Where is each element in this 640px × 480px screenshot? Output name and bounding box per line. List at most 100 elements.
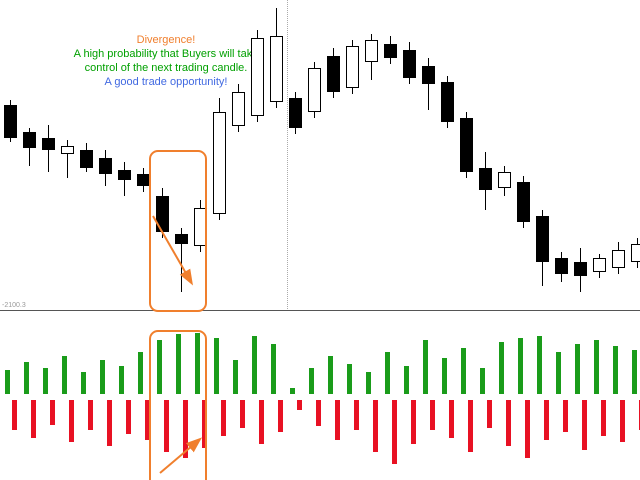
candle-body-bull [593,258,606,272]
histogram-down-bar [620,400,625,442]
histogram-down-bar [506,400,511,446]
histogram-down-bar [582,400,587,450]
histogram-down-bar [107,400,112,446]
histogram-up-bar [62,356,67,394]
histogram-down-bar [601,400,606,436]
candle-body-bull [308,68,321,112]
histogram-up-bar [461,348,466,394]
candle-body-bear [422,66,435,84]
histogram-down-bar [487,400,492,428]
candle-body-bull [270,36,283,102]
histogram-up-bar [43,368,48,394]
histogram-up-bar [309,368,314,394]
histogram-up-bar [328,356,333,394]
histogram-down-bar [430,400,435,430]
histogram-up-bar [499,342,504,394]
histogram-down-bar [126,400,131,434]
histogram-down-bar [316,400,321,426]
dotted-vertical-line [287,0,288,311]
histogram-down-bar [297,400,302,410]
histogram-down-bar [50,400,55,425]
candle-body-bull [213,112,226,214]
candle-body-bear [555,258,568,274]
candle-body-bear [479,168,492,190]
candle-body-bear [4,105,17,138]
histogram-down-bar [335,400,340,440]
candle-body-bear [99,158,112,174]
histogram-down-bar [202,400,207,448]
histogram-up-bar [613,346,618,394]
histogram-down-bar [12,400,17,430]
histogram-up-bar [252,336,257,394]
histogram-up-bar [195,333,200,394]
histogram-up-bar [480,368,485,394]
candle-body-bear [536,216,549,262]
histogram-down-bar [88,400,93,430]
histogram-down-bar [468,400,473,452]
candle-body-bear [460,118,473,172]
histogram-down-bar [278,400,283,432]
histogram-down-bar [563,400,568,432]
histogram-up-bar [100,360,105,394]
candle-body-bear [384,44,397,58]
panel-separator-line [0,310,640,311]
histogram-down-bar [544,400,549,440]
histogram-down-bar [183,400,188,458]
histogram-up-bar [119,366,124,394]
histogram-down-bar [31,400,36,438]
histogram-up-bar [575,344,580,394]
highlight-box-price [149,150,207,312]
histogram-up-bar [214,338,219,394]
histogram-down-bar [240,400,245,428]
highlight-box-indicator [149,330,207,480]
annotation-probability-1: A high probability that Buyers will take [73,48,259,60]
candle-body-bear [80,150,93,168]
candle-body-bull [251,38,264,116]
candle-body-bear [289,98,302,128]
candle-body-bear [574,262,587,276]
histogram-down-bar [145,400,150,440]
histogram-up-bar [442,358,447,394]
candle-body-bull [498,172,511,188]
histogram-up-bar [5,370,10,394]
histogram-up-bar [81,372,86,394]
histogram-up-bar [404,366,409,394]
histogram-up-bar [138,352,143,394]
candle-body-bear [42,138,55,150]
histogram-up-bar [157,340,162,394]
histogram-down-bar [354,400,359,430]
histogram-up-bar [594,340,599,394]
candle-body-bull [631,244,640,262]
candle-wick [67,140,68,178]
histogram-up-bar [233,360,238,394]
histogram-up-bar [385,352,390,394]
candle-body-bear [23,132,36,148]
histogram-down-bar [373,400,378,452]
candle-body-bear [118,170,131,180]
scale-label: -2100.3 [2,302,26,309]
candle-body-bull [61,146,74,154]
histogram-down-bar [69,400,74,442]
annotation-probability-2: control of the next trading candle. [84,62,248,74]
histogram-down-bar [525,400,530,458]
histogram-up-bar [632,350,637,394]
histogram-up-bar [423,340,428,394]
histogram-down-bar [164,400,169,452]
histogram-down-bar [221,400,226,436]
histogram-up-bar [366,372,371,394]
histogram-up-bar [271,344,276,394]
histogram-up-bar [24,362,29,394]
candle-body-bear [517,182,530,222]
histogram-up-bar [556,352,561,394]
histogram-down-bar [411,400,416,444]
histogram-up-bar [290,388,295,394]
annotation-divergence: Divergence! [136,34,196,46]
candle-body-bull [612,250,625,268]
candle-body-bull [346,46,359,88]
candle-wick [428,58,429,110]
candle-body-bear [403,50,416,78]
candle-body-bull [365,40,378,62]
histogram-up-bar [176,334,181,394]
histogram-up-bar [518,338,523,394]
